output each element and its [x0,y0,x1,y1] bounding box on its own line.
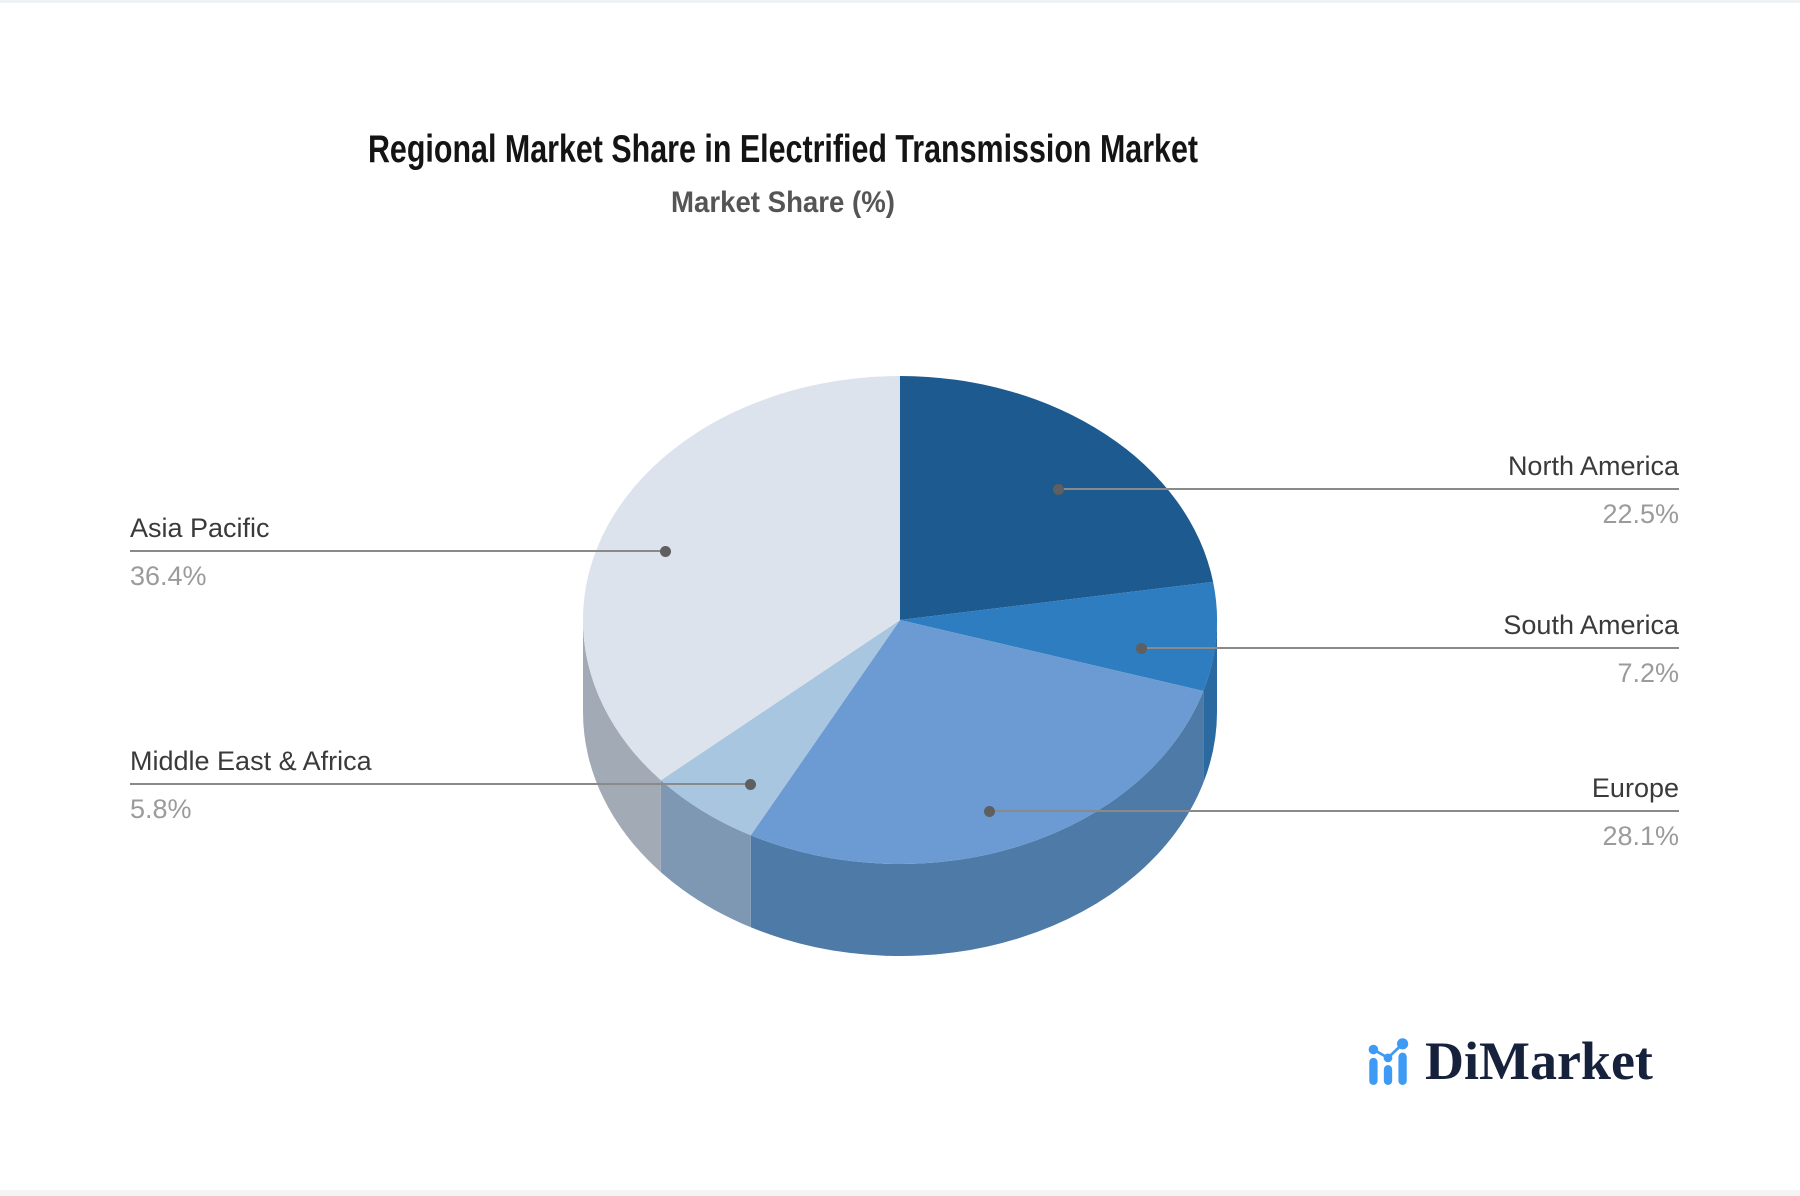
pie-slice-asia-pacific[interactable] [582,375,900,781]
pie-slice-side [660,780,751,928]
leader-dot [1135,642,1147,654]
dimarket-watermark: DiMarket [1363,1031,1653,1091]
slice-value: 22.5% [1602,499,1679,529]
leader-line [130,550,665,552]
pie-slice-side [582,620,661,873]
bottom-edge-strip [0,1190,1800,1196]
slice-label: South America [1503,610,1679,640]
leader-dot [1052,483,1064,495]
top-edge-strip [0,0,1800,3]
leader-dot [744,778,756,790]
slice-label: North America [1507,451,1679,481]
logo-text: DiMarket [1425,1031,1653,1091]
leader-line [1058,488,1679,490]
leader-dot [659,545,671,557]
leader-dot [983,805,995,817]
slice-value: 7.2% [1617,658,1679,688]
leader-line [989,810,1679,812]
pie-slice-south-america[interactable] [900,581,1218,692]
slice-value: 5.8% [130,794,192,824]
slice-value: 36.4% [130,561,207,591]
slice-label: Europe [1591,773,1679,803]
pie-slice-north-america[interactable] [900,376,1214,620]
bar-chart-trend-icon [1368,1038,1409,1085]
pie-slice-middle-east-africa[interactable] [660,620,900,836]
slice-value: 28.1% [1602,821,1679,851]
slice-label: Asia Pacific [130,513,270,543]
leader-line [1141,647,1679,649]
pie-slice-europe[interactable] [750,620,1204,865]
slice-label: Middle East & Africa [130,746,372,776]
leader-line [130,783,750,785]
pie-slice-side [750,691,1204,957]
pie-slice-side [1203,620,1217,784]
